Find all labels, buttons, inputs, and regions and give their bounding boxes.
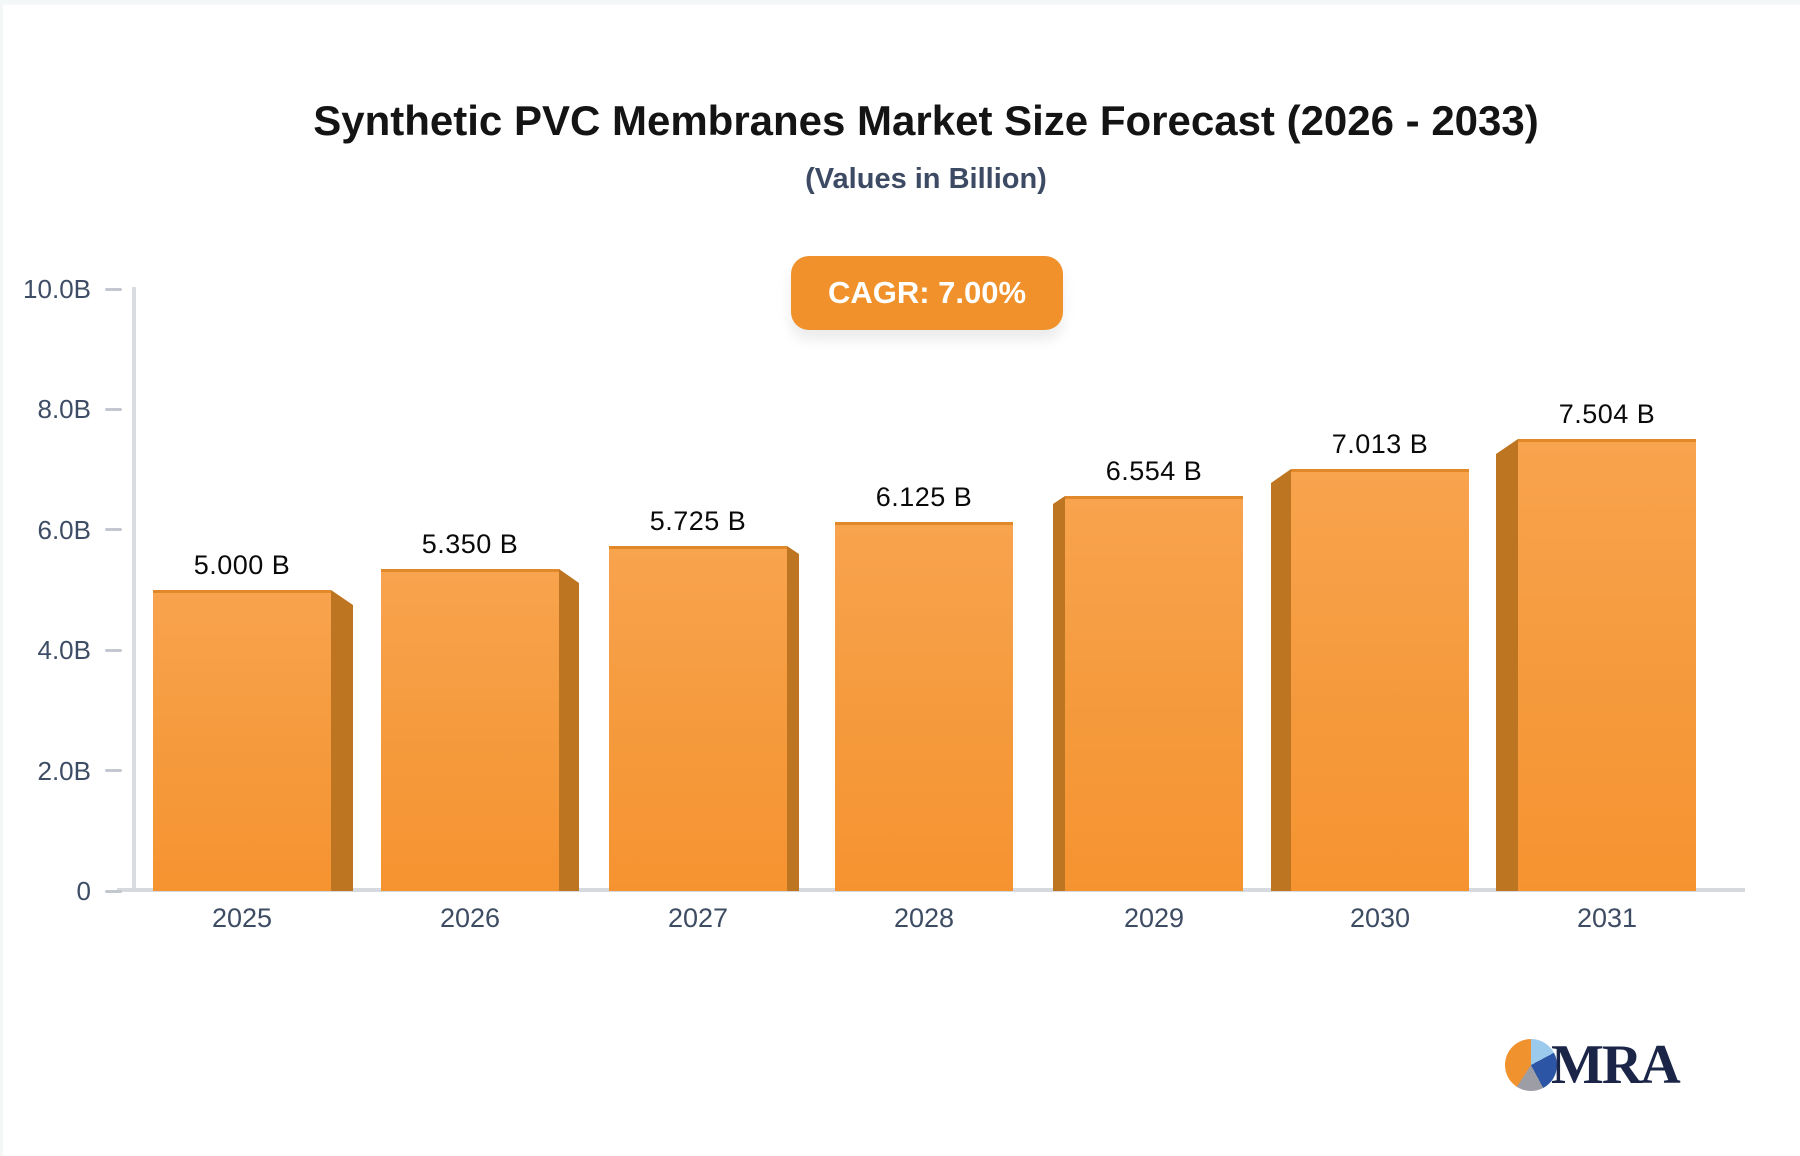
y-tick-label-4.0B: 4.0B bbox=[37, 635, 92, 666]
page-top-strip bbox=[3, 3, 1800, 5]
bar-2026 bbox=[381, 569, 559, 891]
pie-chart-logo-icon bbox=[1505, 1039, 1557, 1091]
cagr-badge: CAGR: 7.00% bbox=[791, 256, 1063, 330]
y-tick-mark bbox=[105, 889, 122, 893]
bar-value-label-2028: 6.125 B bbox=[875, 482, 973, 512]
y-tick-label-10.0B: 10.0B bbox=[23, 274, 91, 304]
chart-subtitle: (Values in Billion) bbox=[805, 163, 1047, 195]
chart-title: Synthetic PVC Membranes Market Size Fore… bbox=[313, 97, 1539, 144]
y-tick-label-8.0B: 8.0B bbox=[37, 394, 92, 425]
logo-text: MRA bbox=[1551, 1034, 1681, 1096]
x-axis-label-2028: 2028 bbox=[893, 903, 955, 933]
y-tick-mark bbox=[105, 648, 122, 652]
bar-2027 bbox=[609, 546, 787, 891]
bar-value-label-2025: 5.000 B bbox=[193, 550, 291, 580]
bar-2025 bbox=[153, 590, 331, 891]
x-axis-label-2030: 2030 bbox=[1349, 903, 1411, 933]
x-axis-label-2027: 2027 bbox=[667, 903, 729, 933]
y-tick-mark bbox=[105, 407, 122, 411]
y-tick-mark bbox=[105, 287, 122, 291]
bar-2026-side-panel bbox=[559, 569, 579, 891]
bar-value-label-2031: 7.504 B bbox=[1558, 399, 1656, 429]
bar-value-label-2027: 5.725 B bbox=[649, 506, 747, 536]
bar-value-label-2026: 5.350 B bbox=[421, 529, 519, 559]
bar-value-label-2030: 7.013 B bbox=[1331, 429, 1429, 459]
bar-2029-side-panel bbox=[1053, 496, 1065, 891]
y-tick-mark bbox=[105, 769, 122, 773]
bar-2025-side-panel bbox=[331, 590, 353, 891]
x-axis-label-2029: 2029 bbox=[1123, 903, 1185, 933]
bar-2028 bbox=[835, 522, 1013, 891]
bar-2031-side-panel bbox=[1496, 439, 1518, 891]
bar-2030 bbox=[1291, 469, 1469, 891]
chart-canvas: Synthetic PVC Membranes Market Size Fore… bbox=[3, 3, 1800, 1156]
y-tick-label-6.0B: 6.0B bbox=[37, 514, 92, 545]
x-axis-label-2025: 2025 bbox=[211, 903, 273, 933]
bar-2029 bbox=[1065, 496, 1243, 891]
x-axis-label-2026: 2026 bbox=[439, 903, 501, 933]
brand-logo: MRA bbox=[1505, 1034, 1681, 1096]
y-axis-line bbox=[132, 287, 136, 891]
bar-2030-side-panel bbox=[1271, 469, 1291, 891]
bar-value-label-2029: 6.554 B bbox=[1105, 456, 1203, 486]
x-axis-label-2031: 2031 bbox=[1576, 903, 1638, 933]
y-tick-label-2.0B: 2.0B bbox=[37, 755, 92, 786]
bar-2027-side-panel bbox=[787, 546, 799, 891]
y-tick-mark bbox=[105, 528, 122, 532]
y-tick-label-0: 0 bbox=[76, 876, 91, 906]
bar-2031 bbox=[1518, 439, 1696, 891]
cagr-badge-label: CAGR: 7.00% bbox=[827, 275, 1027, 310]
